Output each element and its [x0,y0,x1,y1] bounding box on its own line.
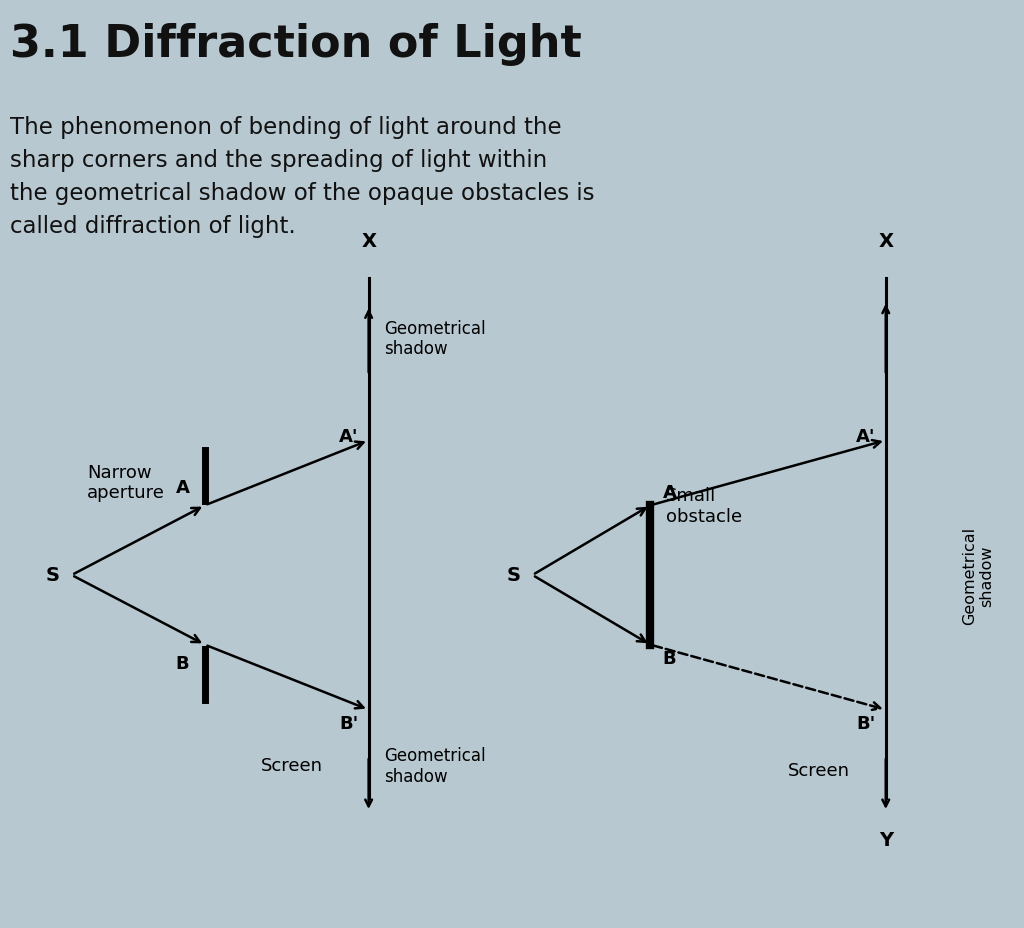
Text: B: B [663,650,676,667]
Text: A': A' [856,427,876,445]
Text: Small
obstacle: Small obstacle [666,486,741,525]
Text: X: X [879,232,893,251]
Text: 3.1 Diffraction of Light: 3.1 Diffraction of Light [10,23,582,66]
Text: Screen: Screen [788,761,850,779]
Text: Y: Y [879,831,893,849]
Text: Geometrical
shadow: Geometrical shadow [384,746,485,785]
Text: A: A [175,479,189,496]
Text: S: S [45,566,59,585]
Text: B': B' [339,715,358,732]
Text: Screen: Screen [261,756,323,774]
Text: A: A [663,483,677,501]
Text: The phenomenon of bending of light around the
sharp corners and the spreading of: The phenomenon of bending of light aroun… [10,116,595,238]
Text: S: S [506,566,520,585]
Text: Narrow
aperture: Narrow aperture [87,463,165,502]
Text: Geometrical
shadow: Geometrical shadow [384,319,485,358]
Text: X: X [361,232,376,251]
Text: B: B [176,654,189,672]
Text: B': B' [856,715,876,732]
Text: A': A' [339,427,358,445]
Text: Geometrical
shadow: Geometrical shadow [962,526,994,625]
